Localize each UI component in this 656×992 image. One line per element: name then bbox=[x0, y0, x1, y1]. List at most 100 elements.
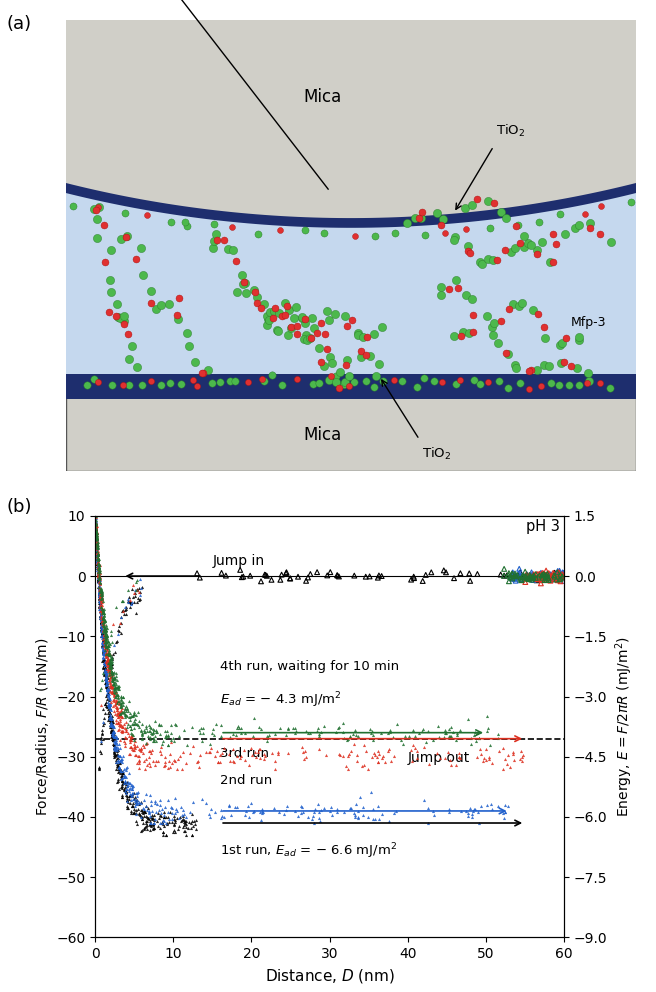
Point bbox=[96, 597, 106, 613]
Point bbox=[268, 310, 278, 326]
Point bbox=[92, 565, 103, 581]
Point bbox=[553, 571, 564, 587]
Point bbox=[266, 571, 277, 587]
Point bbox=[154, 717, 164, 733]
Point bbox=[508, 746, 518, 762]
Point bbox=[93, 565, 104, 581]
Point bbox=[96, 625, 107, 641]
Point bbox=[103, 671, 113, 686]
Point bbox=[166, 799, 176, 814]
Point bbox=[482, 251, 493, 267]
Point bbox=[409, 570, 419, 586]
Point bbox=[100, 673, 111, 688]
Point bbox=[535, 378, 546, 394]
Point bbox=[92, 530, 102, 546]
Point bbox=[173, 820, 184, 836]
Point bbox=[98, 601, 109, 617]
Point bbox=[470, 733, 481, 749]
Point bbox=[125, 775, 135, 791]
Point bbox=[564, 378, 574, 394]
Point bbox=[102, 643, 113, 659]
Point bbox=[91, 518, 101, 534]
Point bbox=[138, 267, 148, 283]
Point bbox=[106, 651, 117, 667]
Point bbox=[91, 518, 101, 534]
Point bbox=[167, 811, 177, 827]
Point bbox=[94, 583, 104, 599]
Point bbox=[107, 679, 117, 694]
Point bbox=[496, 203, 506, 219]
Point bbox=[113, 750, 123, 766]
Point bbox=[106, 650, 117, 666]
Point bbox=[111, 715, 121, 731]
Point bbox=[195, 569, 205, 585]
Point bbox=[99, 651, 110, 667]
Point bbox=[144, 806, 155, 821]
Point bbox=[558, 565, 569, 581]
Point bbox=[96, 587, 106, 603]
Point bbox=[584, 215, 595, 231]
Point bbox=[100, 643, 110, 659]
Point bbox=[94, 564, 105, 580]
Point bbox=[173, 310, 183, 326]
Point bbox=[101, 677, 112, 692]
Point bbox=[93, 569, 104, 585]
Point bbox=[304, 725, 315, 741]
Point bbox=[92, 568, 103, 584]
Point bbox=[140, 724, 150, 740]
Point bbox=[91, 534, 102, 550]
Point bbox=[91, 531, 102, 547]
Point bbox=[113, 760, 124, 776]
Point bbox=[109, 684, 119, 700]
Point bbox=[98, 636, 109, 652]
Point bbox=[126, 729, 136, 745]
Point bbox=[136, 822, 147, 838]
Point bbox=[104, 698, 114, 714]
Point bbox=[529, 567, 539, 583]
Point bbox=[100, 634, 111, 650]
Point bbox=[92, 531, 102, 547]
Point bbox=[325, 348, 336, 364]
Point bbox=[390, 225, 401, 241]
Point bbox=[100, 657, 110, 673]
Point bbox=[101, 671, 112, 686]
Point bbox=[468, 727, 479, 743]
Point bbox=[546, 567, 557, 583]
Point bbox=[91, 537, 102, 553]
Point bbox=[234, 750, 245, 766]
Point bbox=[110, 689, 121, 705]
Point bbox=[100, 646, 111, 662]
Point bbox=[150, 757, 160, 773]
Point bbox=[455, 565, 466, 581]
Point bbox=[534, 567, 544, 583]
Point bbox=[130, 790, 140, 806]
Point bbox=[275, 571, 285, 587]
Point bbox=[497, 805, 508, 820]
Point bbox=[369, 747, 380, 763]
Point bbox=[91, 523, 102, 539]
Point bbox=[499, 805, 510, 820]
Point bbox=[91, 515, 101, 531]
Point bbox=[134, 584, 145, 600]
Point bbox=[114, 705, 125, 721]
Point bbox=[465, 573, 476, 589]
Point bbox=[130, 733, 140, 749]
Point bbox=[99, 696, 110, 712]
Point bbox=[302, 332, 312, 348]
Point bbox=[96, 581, 106, 597]
Point bbox=[489, 315, 499, 331]
Point bbox=[148, 725, 158, 741]
Point bbox=[501, 345, 511, 361]
Point bbox=[100, 654, 111, 670]
Point bbox=[474, 730, 485, 746]
Point bbox=[94, 600, 105, 616]
Point bbox=[108, 671, 119, 686]
Point bbox=[550, 570, 561, 586]
Point bbox=[373, 754, 384, 770]
Point bbox=[91, 520, 101, 536]
Point bbox=[117, 709, 127, 725]
Point bbox=[127, 594, 138, 610]
Point bbox=[417, 203, 427, 219]
Point bbox=[407, 737, 418, 753]
Point bbox=[239, 725, 250, 741]
